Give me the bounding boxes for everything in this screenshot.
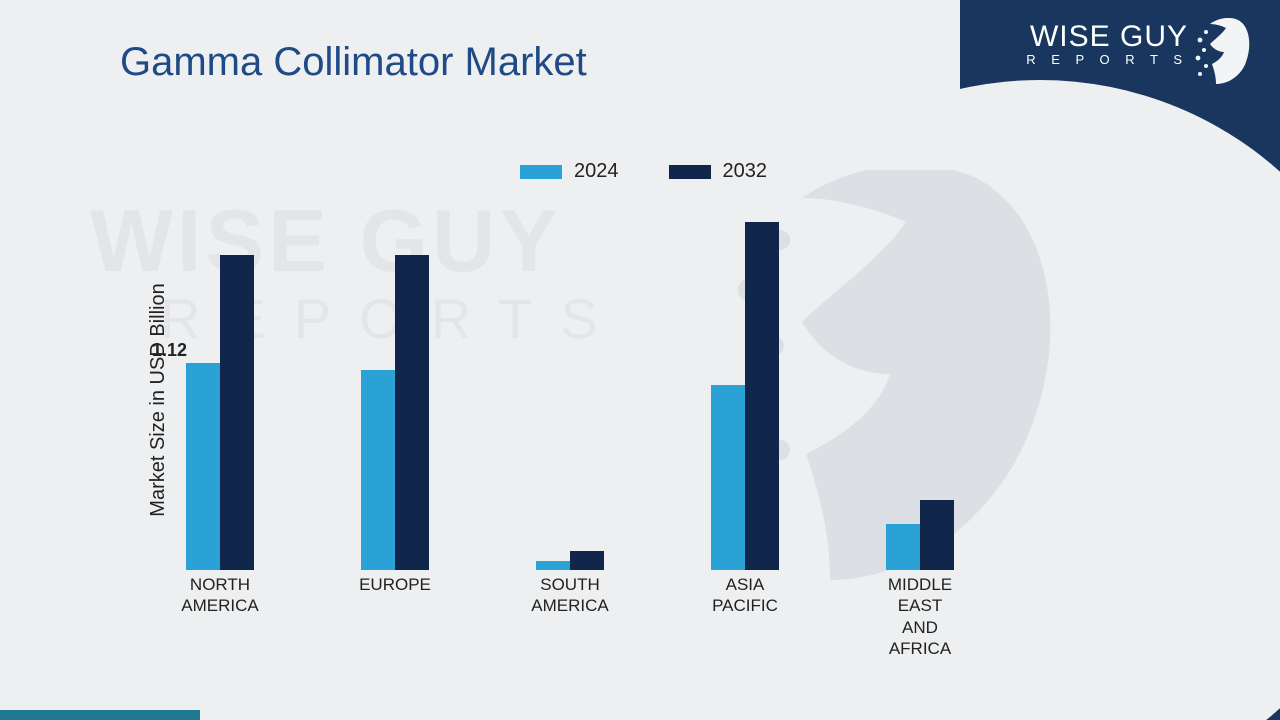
data-label: 1.12 [152, 340, 187, 361]
bar-group [170, 255, 270, 570]
legend-label-2024: 2024 [574, 160, 619, 183]
bar-series-b [220, 255, 254, 570]
bar-series-b [395, 255, 429, 570]
brand-logo: WISE GUY R E P O R T S [1026, 20, 1252, 67]
category-label: NORTHAMERICA [150, 574, 290, 617]
bar-series-a [536, 561, 570, 570]
brand-name: WISE GUY [1026, 20, 1188, 54]
category-label: SOUTHAMERICA [500, 574, 640, 617]
bar-series-a [711, 385, 745, 570]
bar-series-b [570, 551, 604, 570]
legend-item-2032: 2032 [669, 160, 768, 183]
category-label: MIDDLEEASTANDAFRICA [850, 574, 990, 659]
bar-series-b [920, 500, 954, 570]
bar-series-b [745, 222, 779, 570]
legend-item-2024: 2024 [520, 160, 619, 183]
bar-group [695, 222, 795, 570]
legend-label-2032: 2032 [723, 160, 768, 183]
chart-area: Market Size in USD Billion 2024 2032 NOR… [50, 160, 970, 640]
bar-series-a [361, 370, 395, 570]
plot-region: NORTHAMERICA1.12EUROPESOUTHAMERICAASIAPA… [110, 200, 970, 570]
page-root: WISE GUY R E P O R T S Gamma Collimator … [0, 0, 1280, 720]
bottom-accent-bar [0, 710, 200, 720]
legend-swatch-2024 [520, 165, 562, 179]
category-label: EUROPE [325, 574, 465, 595]
legend: 2024 2032 [520, 160, 767, 183]
bar-series-a [186, 363, 220, 570]
chart-title: Gamma Collimator Market [120, 40, 587, 85]
bar-group [345, 255, 445, 570]
brand-tagline: R E P O R T S [1026, 52, 1188, 67]
legend-swatch-2032 [669, 165, 711, 179]
bar-series-a [886, 524, 920, 570]
category-label: ASIAPACIFIC [675, 574, 815, 617]
brand-head-icon [1192, 18, 1252, 86]
bar-group [520, 551, 620, 570]
bar-group [870, 500, 970, 570]
